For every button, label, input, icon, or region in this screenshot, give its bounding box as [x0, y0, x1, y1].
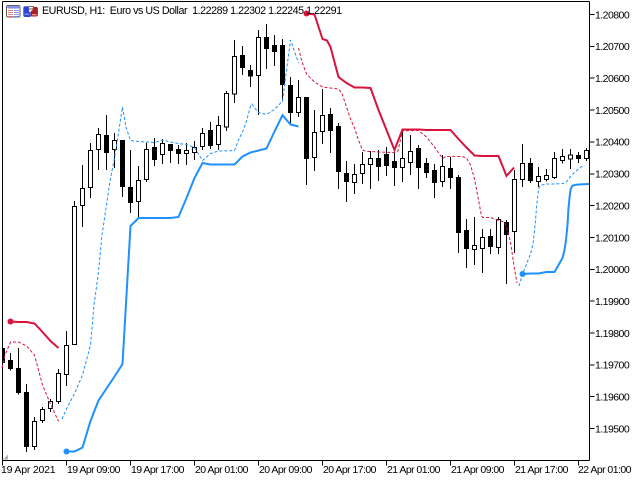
- svg-text:22 Apr 01:00: 22 Apr 01:00: [578, 464, 632, 476]
- svg-text:19 Apr 17:00: 19 Apr 17:00: [131, 464, 185, 476]
- svg-text:20 Apr 09:00: 20 Apr 09:00: [259, 464, 313, 476]
- svg-text:1.20800: 1.20800: [595, 9, 630, 21]
- svg-text:1.20200: 1.20200: [595, 200, 630, 212]
- svg-text:1.20500: 1.20500: [595, 105, 630, 117]
- svg-text:1.19600: 1.19600: [595, 392, 630, 404]
- svg-text:1.19500: 1.19500: [595, 423, 630, 435]
- svg-text:21 Apr 09:00: 21 Apr 09:00: [451, 464, 505, 476]
- svg-text:1.19900: 1.19900: [595, 296, 630, 308]
- svg-text:1.20400: 1.20400: [595, 137, 630, 149]
- svg-text:EURUSD, H1: Euro vs US Dollar: EURUSD, H1: Euro vs US Dollar 1.22289 1.…: [42, 5, 342, 17]
- svg-text:20 Apr 17:00: 20 Apr 17:00: [323, 464, 377, 476]
- svg-text:21 Apr 01:00: 21 Apr 01:00: [387, 464, 441, 476]
- svg-text:1.20100: 1.20100: [595, 232, 630, 244]
- svg-text:19 Apr 2021: 19 Apr 2021: [1, 464, 56, 476]
- svg-text:19 Apr 09:00: 19 Apr 09:00: [67, 464, 121, 476]
- svg-text:20 Apr 01:00: 20 Apr 01:00: [195, 464, 249, 476]
- svg-text:1.20700: 1.20700: [595, 41, 630, 53]
- svg-text:1.20000: 1.20000: [595, 264, 630, 276]
- svg-text:1.20300: 1.20300: [595, 169, 630, 181]
- svg-text:1.20600: 1.20600: [595, 73, 630, 85]
- svg-text:1.19800: 1.19800: [595, 328, 630, 340]
- svg-text:1.19700: 1.19700: [595, 360, 630, 372]
- svg-text:21 Apr 17:00: 21 Apr 17:00: [515, 464, 569, 476]
